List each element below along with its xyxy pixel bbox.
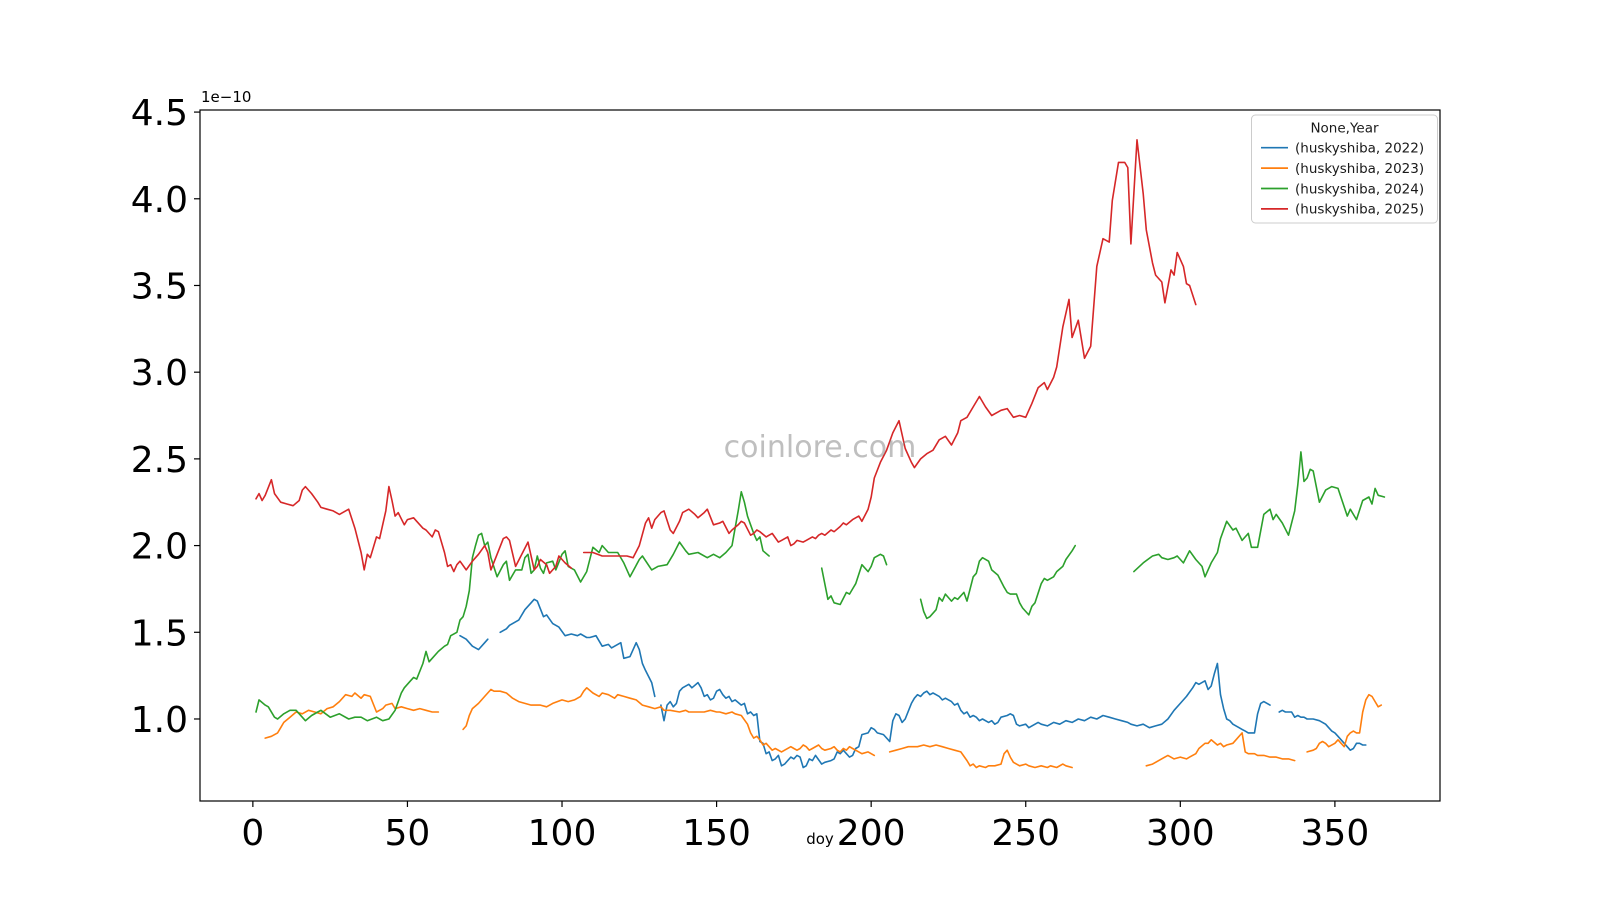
x-tick-label: 250 [991, 813, 1060, 854]
legend-box [1251, 114, 1438, 224]
x-tick-label: 200 [837, 813, 906, 854]
series-2022 [459, 598, 1367, 769]
series-line-segment [499, 598, 656, 698]
y-tick-label: 1.0 [131, 700, 188, 741]
x-tick-label: 100 [528, 813, 597, 854]
legend-entry-label: (huskyshiba, 2023) [1295, 161, 1424, 177]
series-line-segment [582, 139, 1197, 559]
x-tick-label: 50 [385, 813, 431, 854]
x-tick-label: 0 [241, 813, 264, 854]
series-line-segment [462, 686, 876, 757]
series-line-segment [820, 553, 888, 606]
x-tick-label: 150 [682, 813, 751, 854]
y-tick-label: 1.5 [131, 613, 188, 654]
legend-entry-label: (huskyshiba, 2022) [1295, 141, 1424, 157]
plot-frame [199, 109, 1441, 802]
series-line-segment [1145, 732, 1296, 767]
y-tick-label: 3.0 [131, 353, 188, 394]
series-2023 [264, 686, 1383, 769]
y-tick-label: 4.5 [131, 93, 188, 134]
series-line-segment [888, 744, 1073, 769]
watermark: coinlore.com [723, 430, 917, 465]
series-line-segment [255, 490, 770, 722]
y-tick-label: 2.5 [131, 440, 188, 481]
y-axis-offset-text: 1e−10 [201, 88, 252, 106]
series-2024 [255, 451, 1386, 722]
series-line-segment [1278, 709, 1367, 752]
series-2025 [255, 139, 1197, 575]
series-line-segment [660, 662, 1271, 769]
x-axis-label: doy [806, 830, 834, 848]
legend: None,Year (huskyshiba, 2022) (huskyshiba, … [1251, 114, 1438, 224]
y-tick-label: 2.0 [131, 527, 188, 568]
series-line-segment [1133, 451, 1386, 578]
legend-entry-label: (huskyshiba, 2025) [1295, 202, 1424, 218]
y-tick-label: 3.5 [131, 266, 188, 307]
series-line-segment [264, 692, 440, 739]
series-line-segment [1306, 693, 1383, 753]
x-tick-label: 300 [1146, 813, 1215, 854]
series-line-segment [255, 478, 573, 575]
y-tick-label: 4.0 [131, 180, 188, 221]
series-line-segment [459, 634, 489, 651]
legend-entry-label: (huskyshiba, 2024) [1295, 181, 1424, 197]
legend-title: None,Year [1310, 121, 1379, 137]
series-line-segment [919, 544, 1076, 620]
x-tick-label: 350 [1301, 813, 1370, 854]
